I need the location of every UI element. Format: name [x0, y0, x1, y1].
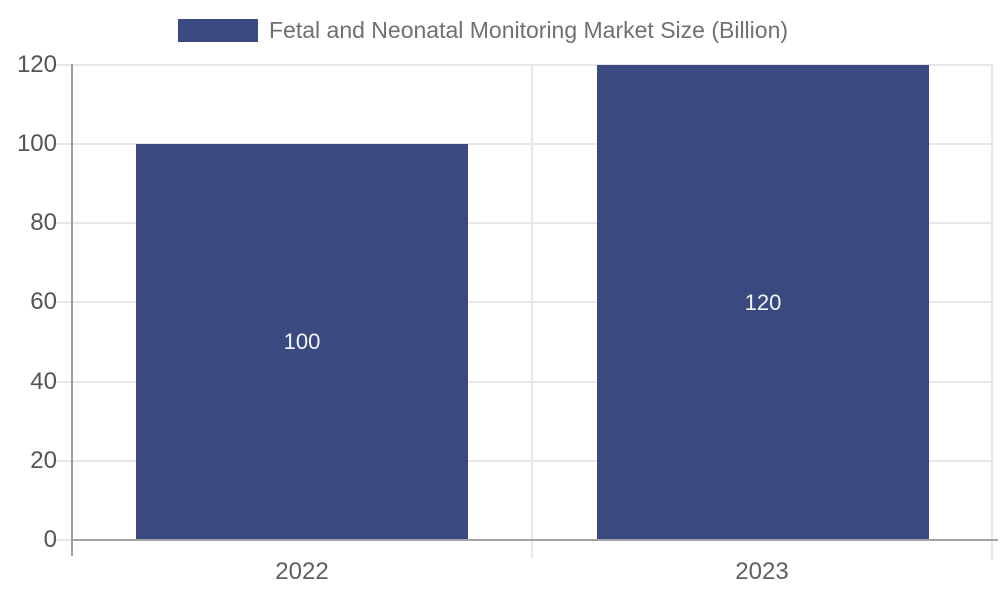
gridline-60 [56, 301, 993, 303]
gridline-80 [56, 222, 993, 224]
legend-swatch [178, 19, 258, 42]
y-tick-label-120: 120 [16, 51, 57, 78]
y-tick-label-0: 0 [43, 526, 57, 553]
gridline-20 [56, 460, 993, 462]
y-tick-label-40: 40 [30, 368, 57, 395]
bar-2022: 100 [136, 144, 468, 540]
x-axis-line [72, 539, 998, 541]
x-tick-label-2022: 2022 [275, 558, 329, 585]
legend-item[interactable]: Fetal and Neonatal Monitoring Market Siz… [178, 17, 788, 44]
gridline-40 [56, 381, 993, 383]
gridline-vertical-right [991, 64, 993, 560]
y-axis-line [71, 64, 73, 556]
y-tick-label-20: 20 [30, 447, 57, 474]
gridline-120 [56, 64, 993, 66]
gridline-vertical-mid [531, 64, 533, 558]
legend-label: Fetal and Neonatal Monitoring Market Siz… [269, 17, 789, 43]
bar-2023: 120 [597, 65, 929, 540]
tick-0 [56, 539, 72, 541]
y-tick-label-60: 60 [30, 288, 57, 315]
y-tick-label-80: 80 [30, 209, 57, 236]
bar-value-label-2023: 120 [744, 289, 782, 315]
bar-value-label-2022: 100 [283, 329, 321, 354]
x-tick-label-2023: 2023 [735, 558, 789, 585]
y-tick-label-100: 100 [16, 130, 57, 157]
gridline-100 [56, 143, 993, 145]
